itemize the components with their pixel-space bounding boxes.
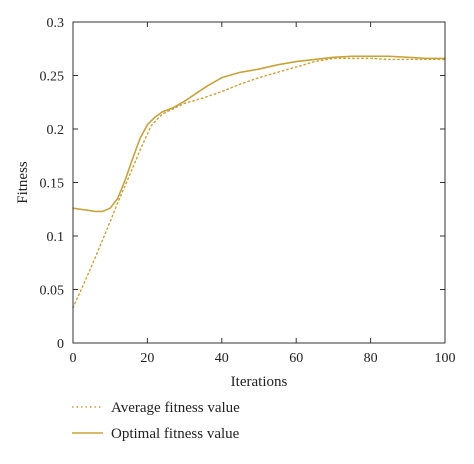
y-tick-label: 0.1 <box>47 230 65 245</box>
series-average-fitness-line <box>72 57 446 309</box>
legend-label-optimal: Optimal fitness value <box>111 426 240 442</box>
x-tick-label: 80 <box>364 351 378 366</box>
x-axis: 0 20 40 60 80 100 <box>70 22 456 366</box>
series-optimal-fitness-line <box>72 55 446 213</box>
x-tick-label: 20 <box>140 351 154 366</box>
y-axis-title: Fitness <box>15 161 31 204</box>
y-tick-label: 0.05 <box>40 284 65 299</box>
y-tick-label: 0.3 <box>47 16 65 31</box>
x-axis-title: Iterations <box>231 374 288 390</box>
x-tick-label: 0 <box>70 351 77 366</box>
plot-frame <box>72 21 446 344</box>
x-tick-label: 60 <box>289 351 303 366</box>
y-tick-label: 0.2 <box>47 123 65 138</box>
series-layer <box>72 55 446 309</box>
legend: Average fitness value Optimal fitness va… <box>72 400 240 442</box>
y-tick-label: 0.25 <box>40 70 65 85</box>
x-tick-label: 40 <box>215 351 229 366</box>
y-axis: 0 0.05 0.1 0.15 0.2 0.25 0.3 <box>40 16 445 352</box>
y-tick-label: 0.15 <box>40 177 65 192</box>
y-tick-label: 0 <box>57 337 64 352</box>
legend-label-average: Average fitness value <box>111 400 240 416</box>
x-tick-label: 100 <box>435 351 456 366</box>
